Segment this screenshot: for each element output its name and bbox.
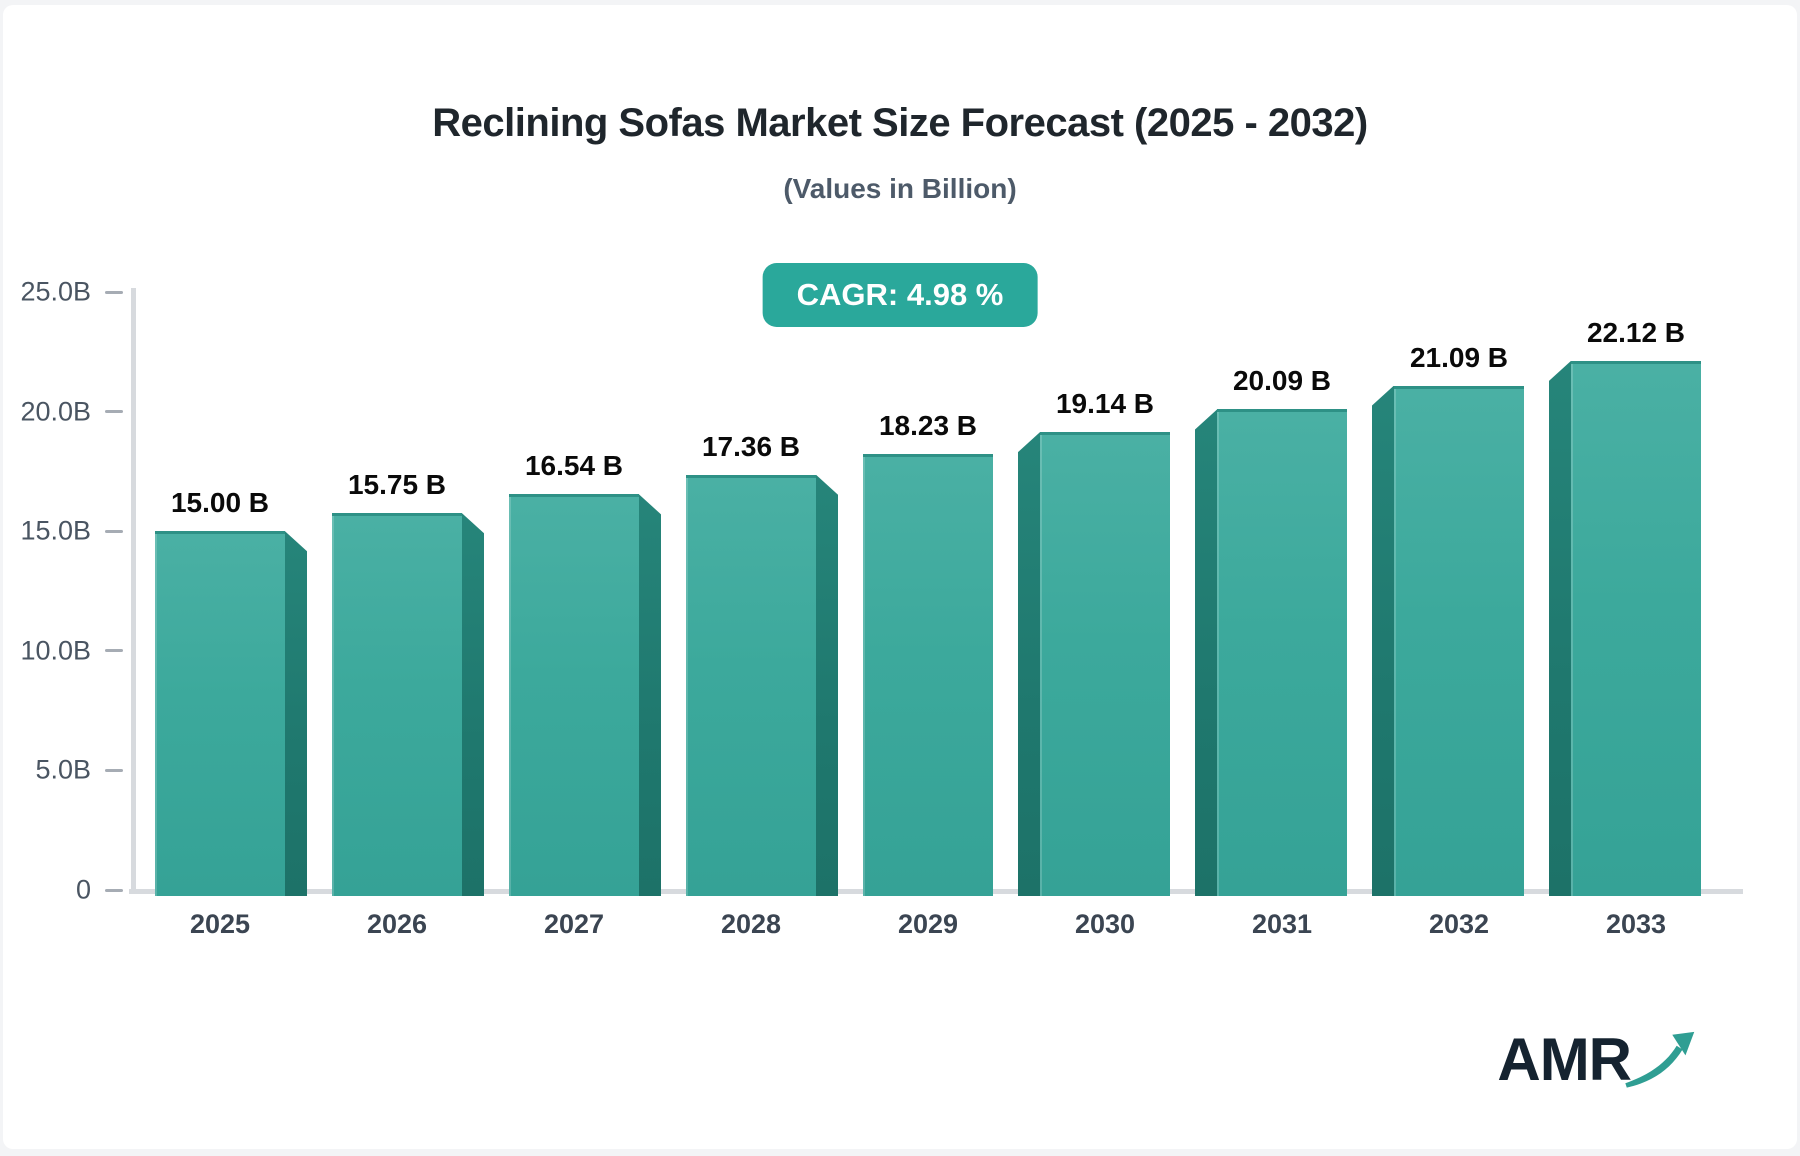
y-axis-tick-mark — [105, 290, 123, 294]
bar-side-face — [1018, 432, 1040, 896]
chart-canvas: Reclining Sofas Market Size Forecast (20… — [3, 5, 1797, 1149]
bar-2030[interactable] — [1018, 432, 1170, 896]
bar-value-label: 19.14 B — [1055, 388, 1155, 420]
x-axis-category-label: 2028 — [720, 909, 782, 939]
y-axis-tick-mark — [105, 768, 123, 772]
bar-side-face — [462, 513, 484, 896]
bar-value-label: 15.75 B — [347, 469, 447, 501]
y-axis-tick-mark — [105, 410, 123, 414]
amr-logo-text: AMR — [1497, 1026, 1632, 1093]
bar-value-label: 18.23 B — [878, 409, 978, 441]
bar-value-label: 15.00 B — [170, 487, 270, 519]
x-axis-category-label: 2029 — [897, 909, 959, 939]
bar-value-label: 17.36 B — [701, 430, 801, 462]
cagr-badge: CAGR: 4.98 % — [762, 263, 1038, 327]
bar-2031[interactable] — [1195, 409, 1347, 896]
bar-2029[interactable] — [863, 453, 993, 896]
y-axis-tick-mark — [105, 888, 123, 892]
bar-side-face — [1549, 360, 1571, 896]
x-axis-category-label: 2032 — [1428, 909, 1490, 939]
y-axis-line — [131, 288, 136, 894]
bar-side-face — [816, 474, 838, 896]
trend-up-arrow-icon — [1625, 1026, 1699, 1097]
bar-side-face — [1195, 409, 1217, 896]
x-axis-category-label: 2027 — [543, 909, 605, 939]
y-axis-tick-label: 5.0B — [35, 754, 91, 785]
x-axis-category-label: 2031 — [1251, 909, 1313, 939]
y-axis-tick-label: 15.0B — [20, 515, 91, 546]
bar-side-face — [285, 531, 307, 896]
bar-side-face — [1372, 385, 1394, 896]
y-axis-tick-label: 10.0B — [20, 635, 91, 666]
bar-side-face — [639, 494, 661, 896]
chart-card: Reclining Sofas Market Size Forecast (20… — [3, 5, 1797, 1149]
x-axis-category-label: 2030 — [1074, 909, 1136, 939]
y-axis-tick-label: 25.0B — [20, 276, 91, 307]
x-axis-category-label: 2026 — [366, 909, 428, 939]
bar-2026[interactable] — [332, 513, 484, 896]
chart-subtitle: (Values in Billion) — [783, 173, 1017, 204]
x-axis-category-label: 2025 — [189, 909, 251, 939]
y-axis-tick-mark — [105, 649, 123, 653]
amr-logo[interactable]: AMR — [1497, 1030, 1699, 1097]
bar-2025[interactable] — [155, 531, 307, 896]
bar-2027[interactable] — [509, 494, 661, 896]
x-axis-category-label: 2033 — [1605, 909, 1667, 939]
chart-title: Reclining Sofas Market Size Forecast (20… — [432, 101, 1368, 145]
bar-2032[interactable] — [1372, 385, 1524, 896]
bar-2028[interactable] — [686, 474, 838, 896]
y-axis-tick-label: 20.0B — [20, 396, 91, 427]
bar-2033[interactable] — [1549, 360, 1701, 896]
bar-value-label: 20.09 B — [1232, 365, 1332, 397]
bar-value-label: 22.12 B — [1586, 316, 1686, 348]
bar-value-label: 16.54 B — [524, 450, 624, 482]
y-axis-tick-label: 0 — [75, 874, 91, 905]
bar-value-label: 21.09 B — [1409, 341, 1509, 373]
y-axis-tick-mark — [105, 529, 123, 533]
